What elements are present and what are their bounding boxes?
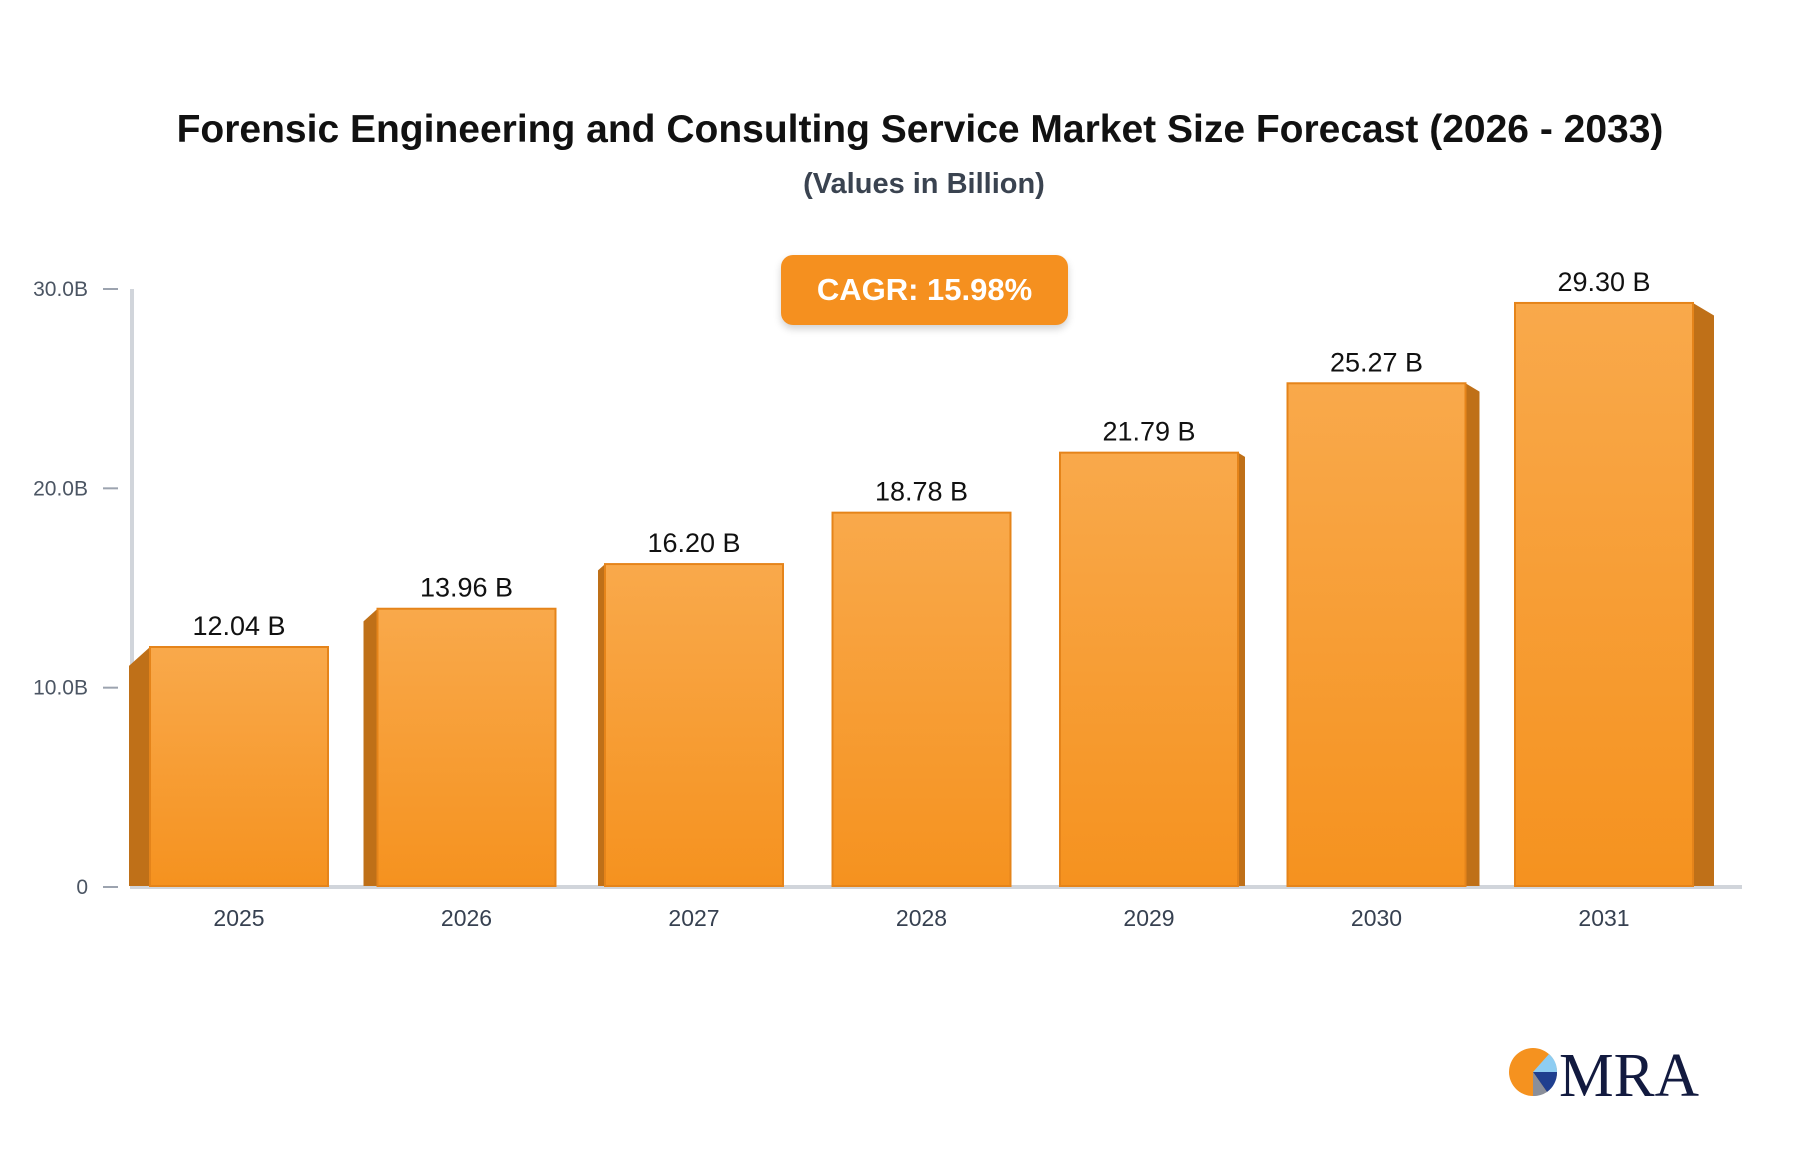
bar	[604, 563, 784, 888]
bar	[1059, 451, 1239, 887]
bar-side	[1465, 383, 1480, 886]
bar	[1286, 382, 1467, 887]
bar-side	[598, 564, 605, 886]
bar-side	[1693, 302, 1714, 886]
y-tick-label: 10.0B	[33, 677, 88, 700]
x-tick-label: 2025	[213, 905, 264, 931]
chart-title: Forensic Engineering and Consulting Serv…	[176, 108, 1664, 151]
x-tick-label: 2026	[441, 905, 492, 931]
x-tick-label: 2028	[896, 905, 947, 931]
x-tick-label: 2029	[1123, 905, 1174, 931]
mra-logo: MRA	[1509, 1042, 1699, 1100]
y-tick-label: 20.0B	[33, 477, 88, 500]
bar	[376, 607, 557, 887]
bar-value-label: 12.04 B	[192, 611, 285, 641]
bar-side	[363, 608, 378, 886]
bar-value-label: 21.79 B	[1102, 417, 1195, 447]
svg-text:MRA: MRA	[1559, 1042, 1699, 1100]
bar	[831, 511, 1012, 887]
bar	[149, 646, 329, 888]
y-tick-label: 0	[76, 876, 88, 899]
x-tick-label: 2030	[1351, 905, 1402, 931]
bar-value-label: 18.78 B	[875, 477, 968, 507]
bar	[1514, 301, 1694, 888]
bar-value-label: 16.20 B	[647, 528, 740, 558]
x-tick-label: 2031	[1578, 905, 1629, 931]
x-tick-label: 2027	[668, 905, 719, 931]
bar-value-label: 25.27 B	[1330, 347, 1423, 377]
bar-side	[1238, 452, 1245, 886]
bar-value-label: 29.30 B	[1557, 267, 1650, 297]
bar-side	[129, 647, 150, 886]
cagr-badge: CAGR: 15.98%	[781, 255, 1068, 325]
bar-value-label: 13.96 B	[420, 573, 513, 603]
y-tick-label: 30.0B	[33, 278, 88, 301]
chart-subtitle: (Values in Billion)	[803, 168, 1045, 200]
